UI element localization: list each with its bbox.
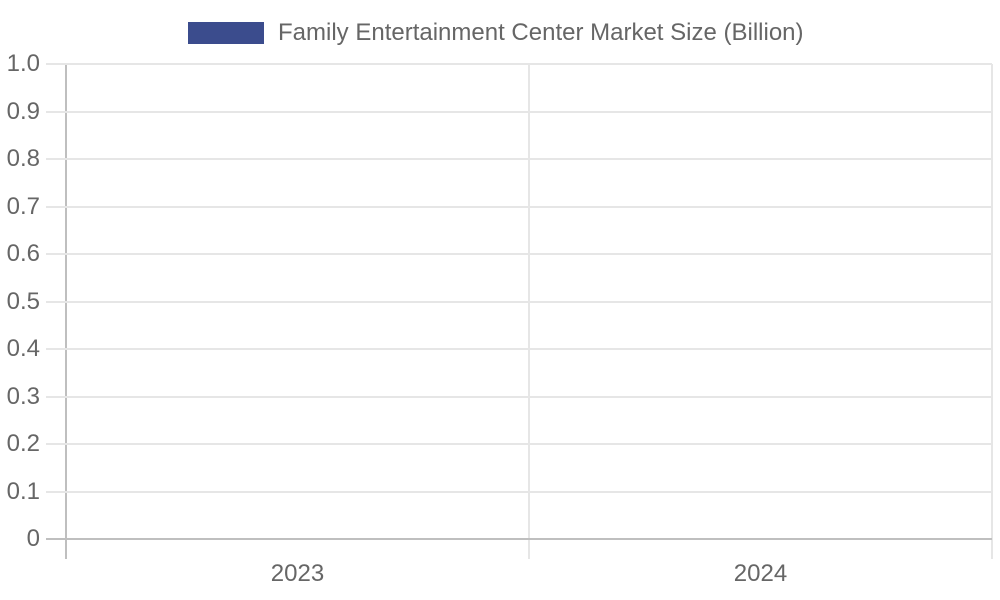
y-tick-label: 0.6 bbox=[6, 240, 40, 267]
y-tick-label: 1.0 bbox=[6, 50, 40, 77]
y-tick-label: 0.9 bbox=[6, 97, 40, 125]
y-gridline bbox=[46, 205, 992, 208]
x-axis-baseline bbox=[46, 538, 992, 540]
x-gridline bbox=[991, 64, 993, 559]
y-tick-label: 0 bbox=[26, 525, 40, 552]
y-tick-label: 0.1 bbox=[6, 477, 40, 505]
y-gridline bbox=[46, 158, 992, 160]
y-tick-label: 0.4 bbox=[6, 335, 40, 362]
y-tick-label: 0.7 bbox=[6, 192, 40, 220]
y-gridline bbox=[46, 395, 992, 398]
y-gridline bbox=[46, 300, 992, 303]
y-gridline bbox=[46, 253, 992, 255]
x-tick-label: 2023 bbox=[270, 560, 325, 587]
y-tick-label: 0.8 bbox=[6, 145, 40, 172]
y-gridline bbox=[46, 490, 992, 493]
y-gridline bbox=[46, 348, 992, 350]
legend[interactable]: Family Entertainment Center Market Size … bbox=[188, 21, 804, 45]
x-tick-label: 2024 bbox=[733, 560, 788, 587]
y-gridline bbox=[46, 443, 992, 445]
y-gridline bbox=[46, 110, 992, 113]
y-tick-label: 0.2 bbox=[6, 430, 40, 457]
y-tick-label: 0.3 bbox=[6, 382, 40, 410]
x-gridline bbox=[528, 64, 530, 559]
y-tick-label: 0.5 bbox=[6, 287, 40, 315]
y-axis-line bbox=[65, 64, 67, 559]
legend-swatch bbox=[188, 22, 264, 44]
legend-label: Family Entertainment Center Market Size … bbox=[278, 19, 804, 46]
y-gridline bbox=[46, 63, 992, 65]
